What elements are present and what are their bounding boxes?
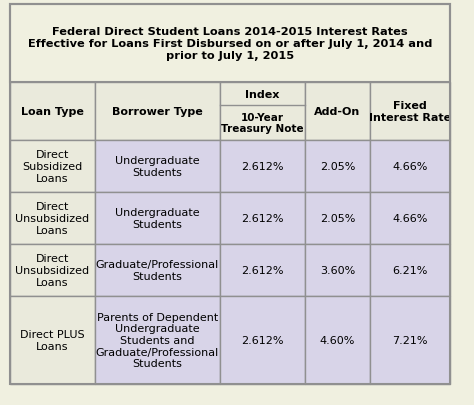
- Text: 7.21%: 7.21%: [392, 335, 428, 345]
- Bar: [95, 296, 220, 384]
- Bar: [305, 244, 370, 296]
- Text: Direct PLUS
Loans: Direct PLUS Loans: [20, 329, 85, 351]
- Bar: [220, 83, 305, 141]
- Bar: [10, 296, 95, 384]
- Bar: [10, 141, 95, 192]
- Text: Add-On: Add-On: [314, 107, 361, 117]
- Bar: [10, 244, 95, 296]
- Text: 2.612%: 2.612%: [241, 335, 284, 345]
- Bar: [10, 83, 95, 141]
- Bar: [95, 83, 220, 141]
- Text: 2.612%: 2.612%: [241, 213, 284, 224]
- Bar: [305, 192, 370, 244]
- Bar: [220, 296, 305, 384]
- Text: 4.66%: 4.66%: [392, 162, 428, 172]
- Text: 4.60%: 4.60%: [320, 335, 355, 345]
- Text: Direct
Unsubsidized
Loans: Direct Unsubsidized Loans: [16, 254, 90, 287]
- Text: Parents of Dependent
Undergraduate
Students and
Graduate/Professional
Students: Parents of Dependent Undergraduate Stude…: [96, 312, 219, 368]
- Bar: [95, 244, 220, 296]
- Bar: [305, 141, 370, 192]
- Text: Loan Type: Loan Type: [21, 107, 84, 117]
- Text: Graduate/Professional
Students: Graduate/Professional Students: [96, 260, 219, 281]
- Bar: [220, 244, 305, 296]
- Bar: [95, 192, 220, 244]
- Bar: [305, 83, 370, 141]
- Text: Federal Direct Student Loans 2014-2015 Interest Rates
Effective for Loans First : Federal Direct Student Loans 2014-2015 I…: [28, 27, 432, 60]
- Text: Direct
Unsubsidized
Loans: Direct Unsubsidized Loans: [16, 202, 90, 235]
- Bar: [10, 5, 450, 83]
- Bar: [220, 141, 305, 192]
- Text: Direct
Subsidized
Loans: Direct Subsidized Loans: [22, 150, 82, 183]
- Bar: [220, 192, 305, 244]
- Text: Fixed
Interest Rate: Fixed Interest Rate: [369, 101, 451, 122]
- Text: 6.21%: 6.21%: [392, 265, 428, 275]
- Bar: [95, 141, 220, 192]
- Text: 3.60%: 3.60%: [320, 265, 355, 275]
- Text: 4.66%: 4.66%: [392, 213, 428, 224]
- Text: 2.05%: 2.05%: [320, 162, 355, 172]
- Text: Undergraduate
Students: Undergraduate Students: [115, 208, 200, 229]
- Text: 2.05%: 2.05%: [320, 213, 355, 224]
- Text: 2.612%: 2.612%: [241, 265, 284, 275]
- Bar: [370, 296, 450, 384]
- Bar: [370, 141, 450, 192]
- Text: 2.612%: 2.612%: [241, 162, 284, 172]
- Bar: [370, 244, 450, 296]
- Text: Index: Index: [246, 90, 280, 99]
- Bar: [370, 83, 450, 141]
- Text: Undergraduate
Students: Undergraduate Students: [115, 156, 200, 177]
- Bar: [305, 296, 370, 384]
- Text: Borrower Type: Borrower Type: [112, 107, 203, 117]
- Bar: [370, 192, 450, 244]
- Bar: [10, 192, 95, 244]
- Text: 10-Year
Treasury Note: 10-Year Treasury Note: [221, 113, 304, 134]
